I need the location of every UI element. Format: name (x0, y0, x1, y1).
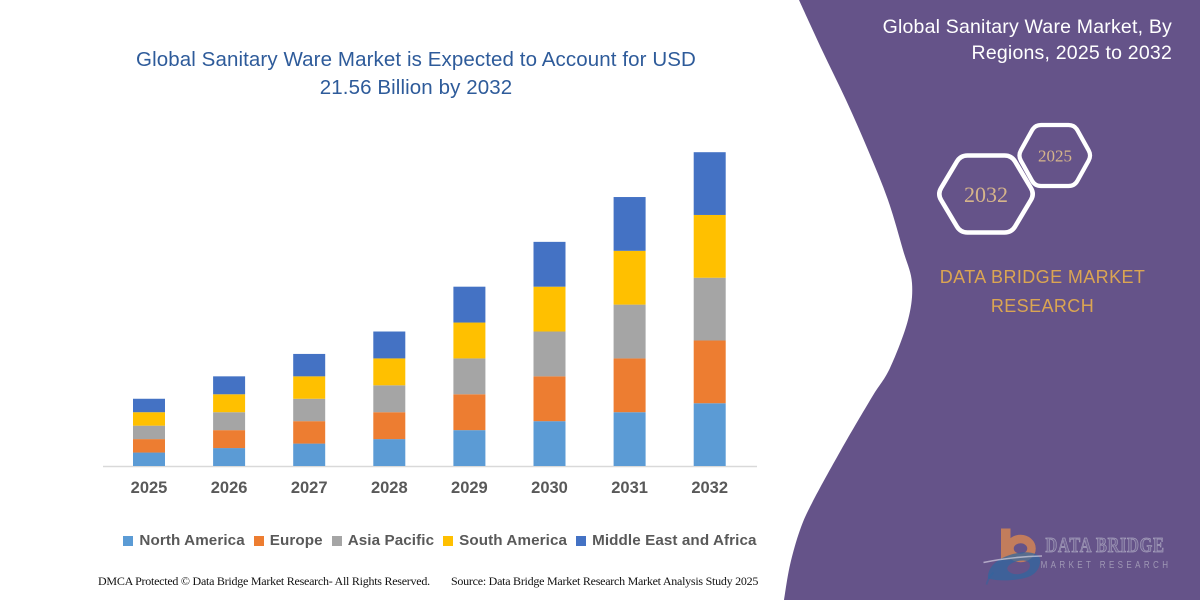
bar-segment-south-america (133, 412, 165, 426)
source-note: Source: Data Bridge Market Research Mark… (451, 574, 759, 588)
bar-segment-europe (293, 421, 326, 444)
legend-item-asia-pacific: Asia Pacific (331, 532, 435, 549)
x-tick-label: 2028 (371, 479, 408, 497)
x-tick-label: 2025 (131, 479, 168, 497)
legend-swatch (331, 535, 342, 546)
bar-segment-middle-east-and-africa (293, 353, 326, 377)
bar-segment-europe (613, 358, 646, 413)
x-tick-label: 2029 (451, 479, 488, 497)
bar-segment-europe (533, 376, 566, 422)
hexagon-2025 (1017, 122, 1093, 189)
legend-swatch (443, 535, 454, 546)
chart-title-line2: 21.56 Billion by 2032 (319, 76, 513, 99)
logo-b-icon (983, 528, 1043, 585)
legend-item-south-america: South America (443, 532, 567, 549)
brand-text: DATA BRIDGE MARKET RESEARCH (905, 263, 1180, 320)
watermark-tagline: MARKET RESEARCH (1041, 559, 1172, 570)
x-tick-labels: 2025 2026 2027 2028 2029 2030 2031 2032 (131, 479, 728, 497)
brand-text-line2: RESEARCH (990, 295, 1095, 316)
chart-legend: North America Europe Asia Pacific South Ame… (60, 532, 820, 549)
bar-segment-europe (213, 430, 246, 449)
bar-segment-middle-east-and-africa (453, 286, 486, 323)
bar-segment-south-america (533, 286, 566, 332)
x-tick-label: 2027 (291, 479, 328, 497)
x-tick-label: 2032 (691, 479, 728, 497)
legend-label: South America (459, 532, 568, 549)
bar-segment-south-america (613, 250, 646, 305)
bar-segment-south-america (453, 322, 486, 359)
legend-label: Middle East and Africa (592, 532, 757, 549)
bar-segment-north-america (693, 403, 726, 466)
bar-segment-north-america (213, 448, 246, 466)
chart-title: Global Sanitary Ware Market is Expected … (30, 46, 802, 102)
legend-swatch (123, 535, 134, 546)
brand-text-line1: DATA BRIDGE MARKET (939, 267, 1146, 287)
bar-segment-asia-pacific (373, 385, 406, 413)
panel-title-line2: Regions, 2025 to 2032 (971, 42, 1172, 64)
bar-segment-europe (453, 394, 486, 431)
legend-label: Asia Pacific (347, 532, 435, 549)
bar-segment-middle-east-and-africa (213, 376, 246, 395)
bar-segment-north-america (373, 439, 406, 466)
bar-segment-asia-pacific (453, 358, 486, 395)
legend-label: Europe (269, 532, 323, 549)
bar-segment-south-america (693, 214, 726, 278)
bar-segment-north-america (533, 421, 566, 466)
bar-segment-north-america (293, 443, 326, 466)
watermark-name: DATA BRIDGE (1045, 534, 1164, 558)
hexagon-2025-label: 2025 (1038, 147, 1072, 166)
bar-segment-asia-pacific (693, 277, 726, 341)
bar-segment-europe (373, 412, 406, 440)
panel-title: Global Sanitary Ware Market, By Regions,… (842, 14, 1172, 66)
chart-title-line1: Global Sanitary Ware Market is Expected … (136, 48, 696, 71)
bar-segment-middle-east-and-africa (373, 331, 406, 359)
legend-label: North America (139, 532, 245, 549)
bar-segment-south-america (293, 376, 326, 399)
legend-item-north-america: North America (123, 532, 245, 549)
bar-segment-asia-pacific (533, 331, 566, 377)
hexagon-2032 (937, 153, 1035, 235)
legend-swatch (576, 535, 587, 546)
bar-segment-europe (133, 439, 165, 453)
bar-segment-asia-pacific (213, 412, 246, 431)
bar-segment-middle-east-and-africa (133, 398, 165, 413)
x-tick-label: 2026 (211, 479, 248, 497)
bars-group (133, 152, 726, 466)
bar-segment-asia-pacific (133, 425, 165, 440)
bar-segment-asia-pacific (613, 304, 646, 359)
bar-segment-middle-east-and-africa (613, 197, 646, 251)
legend-swatch (253, 535, 264, 546)
bar-segment-europe (693, 340, 726, 404)
bar-segment-south-america (373, 358, 406, 386)
x-tick-label: 2030 (531, 479, 568, 497)
x-tick-label: 2031 (611, 479, 648, 497)
bar-segment-north-america (133, 452, 165, 466)
bar-segment-north-america (613, 412, 646, 466)
panel-title-line1: Global Sanitary Ware Market, By (882, 16, 1172, 38)
bar-segment-north-america (453, 430, 486, 466)
bar-segment-middle-east-and-africa (533, 241, 566, 287)
legend-item-middle-east-and-africa: Middle East and Africa (576, 532, 757, 549)
bar-segment-asia-pacific (293, 398, 326, 422)
bar-segment-middle-east-and-africa (693, 152, 726, 215)
bar-segment-south-america (213, 394, 246, 413)
dmca-notice: DMCA Protected © Data Bridge Market Rese… (98, 574, 430, 588)
hexagon-2032-label: 2032 (964, 182, 1008, 207)
legend-item-europe: Europe (253, 532, 323, 549)
